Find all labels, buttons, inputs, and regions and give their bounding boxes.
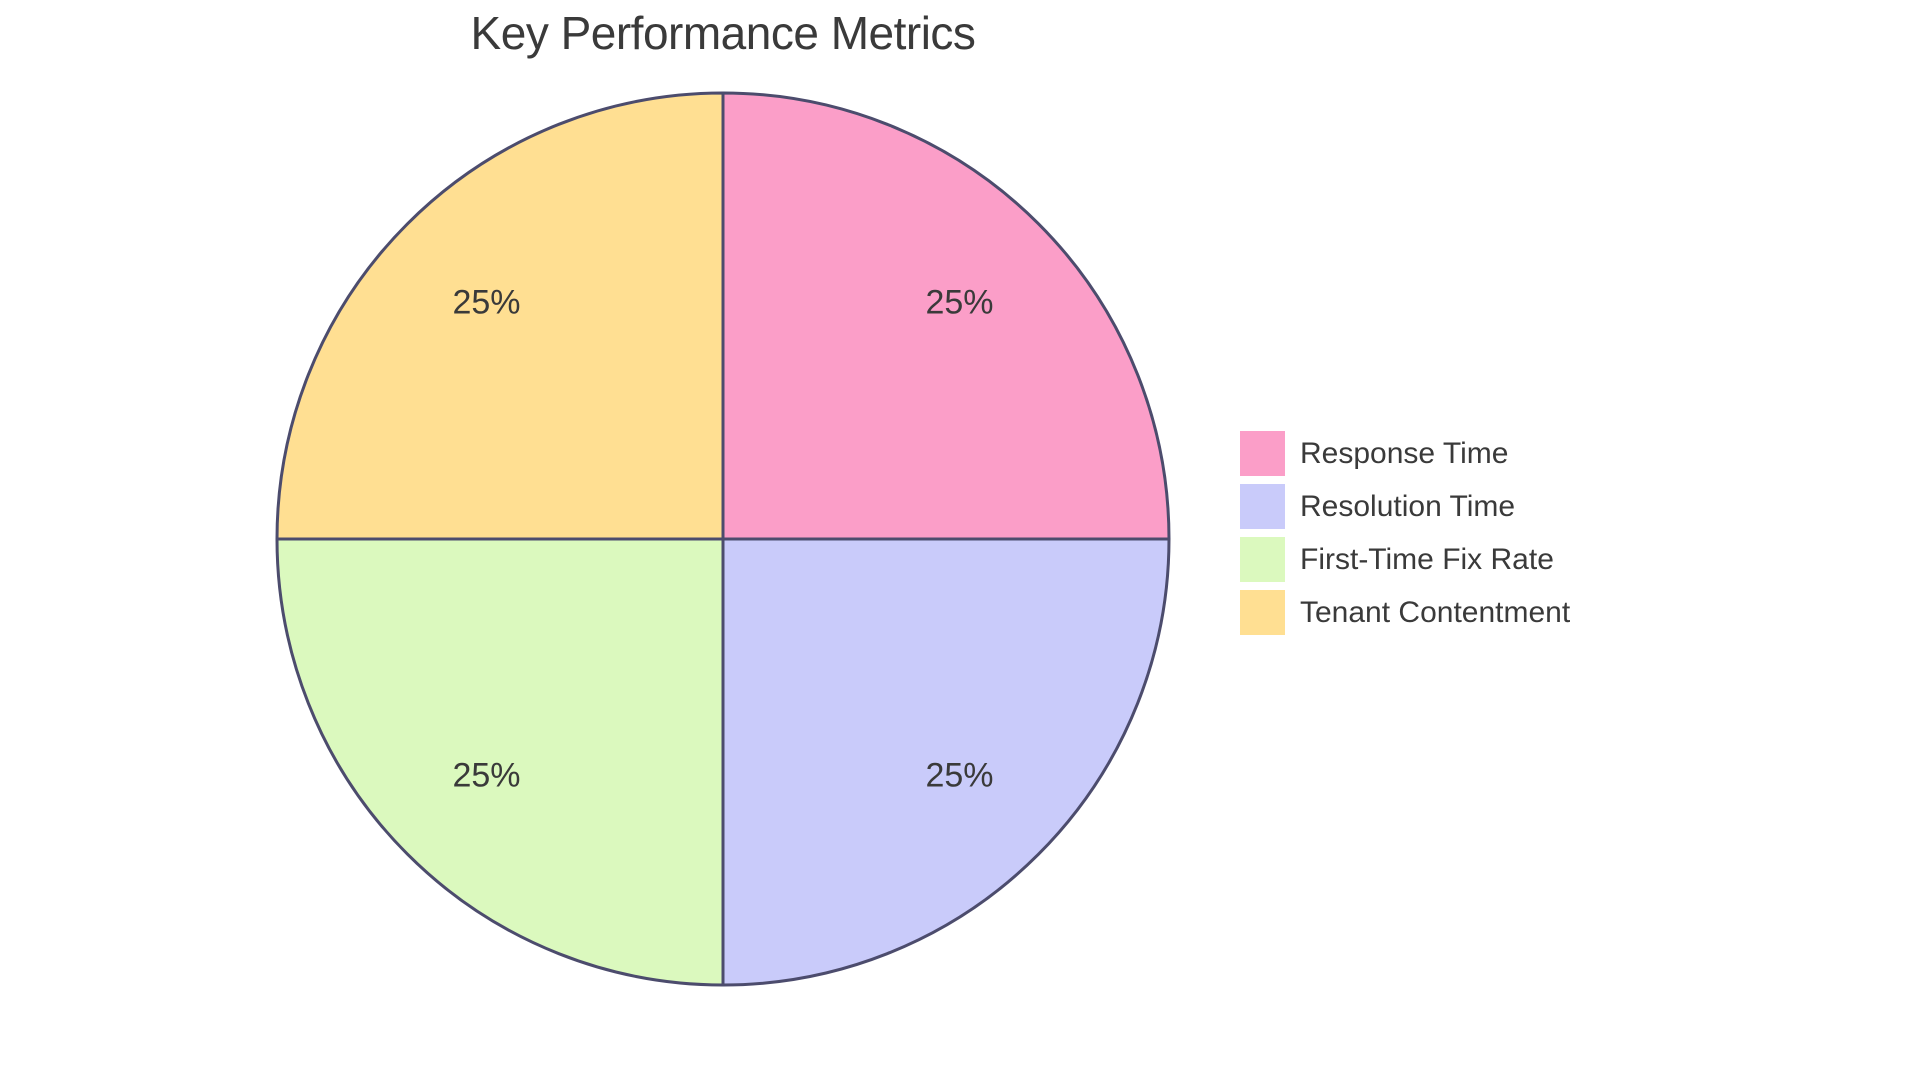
legend-label-tenant-contentment: Tenant Contentment: [1300, 595, 1571, 629]
legend-item-resolution-time: Resolution Time: [1240, 484, 1570, 529]
pie-slice-resolution-time: [721, 537, 1171, 987]
legend-item-response-time: Response Time: [1240, 431, 1570, 476]
legend-swatch-resolution-time: [1240, 484, 1285, 529]
chart-title: Key Performance Metrics: [470, 7, 976, 59]
pie-slice-response-time: [721, 91, 1171, 541]
legend-label-response-time: Response Time: [1300, 436, 1509, 470]
pie-slice-first-time-fix-rate: [275, 537, 725, 987]
legend: Response Time Resolution Time First-Time F…: [1240, 431, 1570, 643]
legend-swatch-first-time-fix-rate: [1240, 537, 1285, 582]
slice-percent-label-response-time: 25%: [925, 284, 993, 322]
pie-slice-tenant-contentment: [275, 91, 725, 541]
legend-swatch-response-time: [1240, 431, 1285, 476]
legend-label-first-time-fix-rate: First-Time Fix Rate: [1300, 542, 1554, 576]
slice-percent-label-tenant-contentment: 25%: [452, 284, 520, 322]
legend-label-resolution-time: Resolution Time: [1300, 489, 1516, 523]
slice-percent-label-resolution-time: 25%: [925, 757, 993, 795]
legend-item-tenant-contentment: Tenant Contentment: [1240, 590, 1570, 635]
legend-swatch-tenant-contentment: [1240, 590, 1285, 635]
legend-item-first-time-fix-rate: First-Time Fix Rate: [1240, 537, 1570, 582]
slice-percent-label-first-time-fix-rate: 25%: [452, 757, 520, 795]
